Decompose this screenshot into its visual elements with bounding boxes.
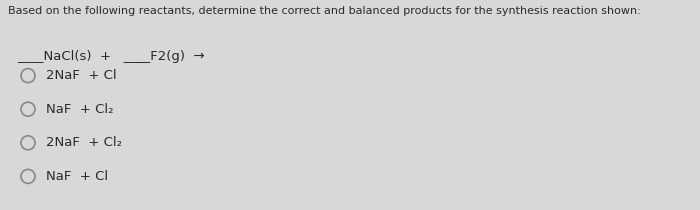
Text: NaF  + Cl: NaF + Cl	[46, 170, 108, 183]
Text: 2NaF  + Cl: 2NaF + Cl	[46, 69, 116, 82]
Text: ____NaCl(s)  +   ____F2(g)  →: ____NaCl(s) + ____F2(g) →	[18, 50, 205, 63]
Text: 2NaF  + Cl₂: 2NaF + Cl₂	[46, 136, 122, 149]
Text: Based on the following reactants, determine the correct and balanced products fo: Based on the following reactants, determ…	[8, 6, 641, 16]
Text: NaF  + Cl₂: NaF + Cl₂	[46, 103, 113, 116]
